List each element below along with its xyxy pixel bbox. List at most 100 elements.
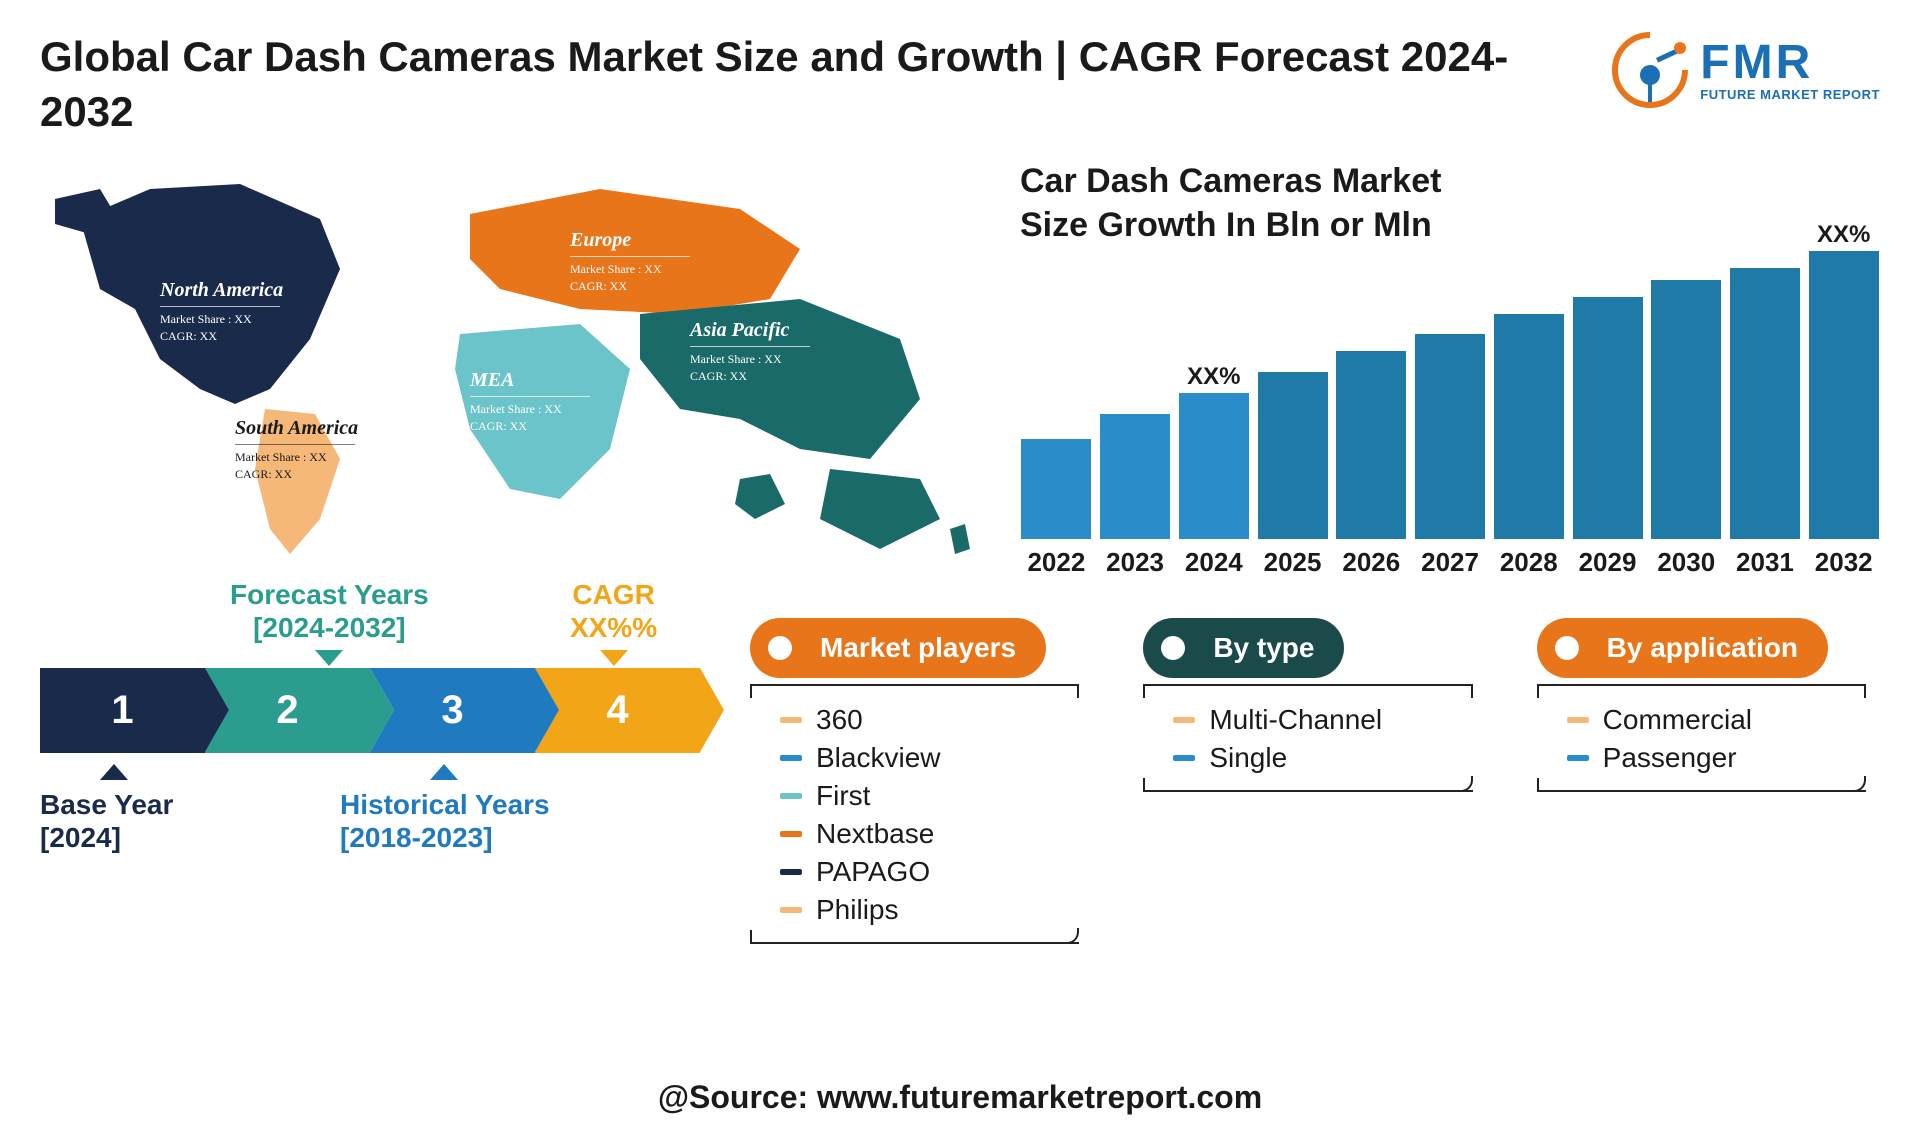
timeline-step-3: 3 [370,668,535,753]
timeline-anno-cagr: CAGR XX%% [570,578,657,645]
bar-rect [1573,297,1643,539]
swatch-icon [780,869,802,875]
list-item: Nextbase [780,818,1093,850]
swatch-icon [1173,755,1195,761]
bar-rect [1730,268,1800,539]
arrow-up-icon [430,764,458,780]
bar-rect [1336,351,1406,539]
source-attribution: @Source: www.futuremarketreport.com [658,1079,1262,1116]
list-item: 360 [780,704,1093,736]
bar-rect [1494,314,1564,539]
pill-title: By type [1143,618,1344,678]
timeline-step-1: 1 [40,668,205,753]
swatch-icon [1567,717,1589,723]
pill-header: By application [1527,618,1880,678]
swatch-icon [780,717,802,723]
region-label-asia-pacific: Asia Pacific Market Share : XX CAGR: XX [690,319,810,385]
logo-sub-text: FUTURE MARKET REPORT [1700,87,1880,102]
bracket-bottom-icon [1143,790,1472,792]
list-item-label: PAPAGO [816,856,930,888]
list-item-label: Multi-Channel [1209,704,1382,736]
bar-rect: XX% [1179,393,1249,539]
timeline-step-2: 2 [205,668,370,753]
swatch-icon [780,831,802,837]
bar-rect [1100,414,1170,539]
region-label-europe: Europe Market Share : XX CAGR: XX [570,229,690,295]
page-title: Global Car Dash Cameras Market Size and … [40,30,1590,139]
pill-panel-market-players: Market players 360 Blackview First Nextb… [740,618,1093,944]
pill-dot-icon [768,636,792,660]
bar-2026: 2026 [1335,351,1408,578]
bar-rect [1651,280,1721,538]
bar-year-label: 2025 [1264,547,1322,578]
bracket-bottom-icon [1537,790,1866,792]
list-item: Multi-Channel [1173,704,1486,736]
pill-title: By application [1537,618,1828,678]
pill-header: By type [1133,618,1486,678]
bar-rect: XX% [1809,251,1879,539]
arrow-up-icon [100,764,128,780]
pill-panels: Market players 360 Blackview First Nextb… [740,618,1880,944]
bar-year-label: 2026 [1342,547,1400,578]
bar-2027: 2027 [1414,334,1487,577]
list-item-label: Nextbase [816,818,934,850]
bar-rect [1415,334,1485,538]
timeline-anno-hist: Historical Years [2018-2023] [340,788,550,855]
bracket-top-icon [1537,684,1866,686]
bar-year-label: 2030 [1657,547,1715,578]
bracket-top-icon [750,684,1079,686]
region-label-south-america: South America Market Share : XX CAGR: XX [235,417,358,483]
timeline-panel: Forecast Years [2024-2032] CAGR XX%% 123… [40,618,700,944]
bar-year-label: 2028 [1500,547,1558,578]
list-item: First [780,780,1093,812]
list-item-label: 360 [816,704,863,736]
pill-dot-icon [1555,636,1579,660]
bar-year-label: 2029 [1579,547,1637,578]
pill-title: Market players [750,618,1046,678]
bar-year-label: 2022 [1027,547,1085,578]
timeline-chevrons: 1234 [40,668,700,753]
bar-year-label: 2023 [1106,547,1164,578]
bar-2025: 2025 [1256,372,1329,578]
bar-rect [1021,439,1091,539]
bracket-top-icon [1143,684,1472,686]
bar-2028: 2028 [1492,314,1565,578]
bar-year-label: 2031 [1736,547,1794,578]
bar-2030: 2030 [1650,280,1723,577]
list-item-label: Blackview [816,742,940,774]
bar-2022: 2022 [1020,439,1093,578]
bar-year-label: 2032 [1815,547,1873,578]
list-item: Single [1173,742,1486,774]
region-label-north-america: North America Market Share : XX CAGR: XX [160,279,283,345]
logo-text: FMR FUTURE MARKET REPORT [1700,39,1880,102]
list-item: Blackview [780,742,1093,774]
swatch-icon [1567,755,1589,761]
fmr-logo: FMR FUTURE MARKET REPORT [1610,30,1880,110]
list-item-label: First [816,780,870,812]
arrow-down-icon [600,650,628,666]
bar-chart-panel: Car Dash Cameras Market Size Growth In B… [1020,159,1880,577]
timeline-anno-base: Base Year [2024] [40,788,173,855]
pill-panel-by-application: By application Commercial Passenger [1527,618,1880,944]
bar-annotation: XX% [1187,363,1240,391]
map-svg [40,159,990,559]
pill-list: 360 Blackview First Nextbase PAPAGO Phil… [740,686,1093,926]
bar-chart: 2022 2023 XX% 2024 2025 2026 2027 2028 2… [1020,258,1880,578]
pill-header: Market players [740,618,1093,678]
list-item: PAPAGO [780,856,1093,888]
pill-panel-by-type: By type Multi-Channel Single [1133,618,1486,944]
timeline-anno-forecast: Forecast Years [2024-2032] [230,578,429,645]
bottom-row: Forecast Years [2024-2032] CAGR XX%% 123… [40,618,1880,944]
bar-chart-title: Car Dash Cameras Market Size Growth In B… [1020,159,1450,247]
bar-2024: XX% 2024 [1177,393,1250,578]
bracket-bottom-icon [750,942,1079,944]
world-map: North America Market Share : XX CAGR: XX… [40,159,990,559]
bar-rect [1258,372,1328,539]
bar-2031: 2031 [1729,268,1802,578]
timeline-step-4: 4 [535,668,700,753]
list-item-label: Philips [816,894,898,926]
bar-2029: 2029 [1571,297,1644,578]
list-item: Commercial [1567,704,1880,736]
logo-icon [1610,30,1690,110]
arrow-down-icon [315,650,343,666]
